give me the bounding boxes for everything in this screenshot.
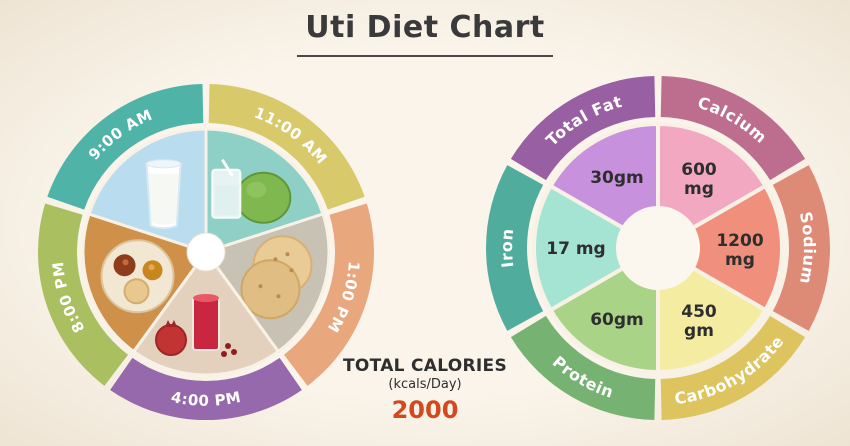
slice-divider <box>204 127 325 255</box>
nutrient-ring-segment <box>660 315 806 420</box>
time-ring-segment <box>47 84 204 210</box>
pomegranate-juice-photo <box>133 252 279 376</box>
time-ring-segment <box>110 357 302 420</box>
nutrient-ring-segment <box>772 165 830 331</box>
nutrient-ring-segment <box>486 165 544 331</box>
nutrient-ring-segment <box>660 76 806 181</box>
ring-segment-label: Sodium <box>796 210 819 286</box>
nutrient-ring-segment <box>510 76 656 181</box>
title-underline <box>297 55 553 57</box>
meal-times-wheel: 11:00 AM 1:00 PM 4:00 PM 8:00 PM 9:00 AM <box>36 82 376 422</box>
page-title: Uti Diet Chart <box>305 10 545 45</box>
nutrient-value: 450 gm <box>681 302 717 341</box>
meal-times-wheel-svg: 11:00 AM1:00 PM4:00 PM8:00 PM9:00 AM <box>37 84 375 420</box>
slice-divider <box>87 127 208 255</box>
ring-segment-label: 4:00 PM <box>169 388 242 410</box>
nutrient-wheel: 600 mg Calcium 1200 mg Sodium 450 gm Carbohydrat… <box>486 76 830 420</box>
slice-divider <box>203 212 331 354</box>
coconut-water-photo <box>206 129 323 252</box>
total-calories-value: 2000 <box>391 396 459 424</box>
time-ring-segment <box>37 203 129 386</box>
chapati-photo <box>206 213 330 352</box>
milk-glass-photo <box>89 129 206 252</box>
wheel-center <box>186 232 226 272</box>
time-ring-segment <box>208 84 365 210</box>
nutrient-ring-segment <box>510 315 656 420</box>
nutrient-value: 1200 mg <box>716 231 763 270</box>
nutrient-value: 60gm <box>590 310 644 330</box>
nutrient-value: 600 mg <box>681 160 717 199</box>
total-calories-block: TOTAL CALORIES (kcals/Day) 2000 <box>330 356 520 424</box>
total-calories-sublabel: (kcals/Day) <box>388 377 462 392</box>
slice-divider <box>131 249 281 377</box>
nutrient-value-slice <box>531 183 663 313</box>
time-ring-segment <box>283 203 375 386</box>
total-calories-label: TOTAL CALORIES <box>342 356 507 376</box>
nutrient-value-slice <box>653 183 785 313</box>
wheel-center <box>616 206 700 290</box>
ring-segment-label: Iron <box>497 228 517 269</box>
nutrient-value: 30gm <box>590 168 644 188</box>
nutrient-value: 17 mg <box>546 239 605 259</box>
thali-curry-photo <box>82 213 206 352</box>
slice-divider <box>81 212 209 354</box>
